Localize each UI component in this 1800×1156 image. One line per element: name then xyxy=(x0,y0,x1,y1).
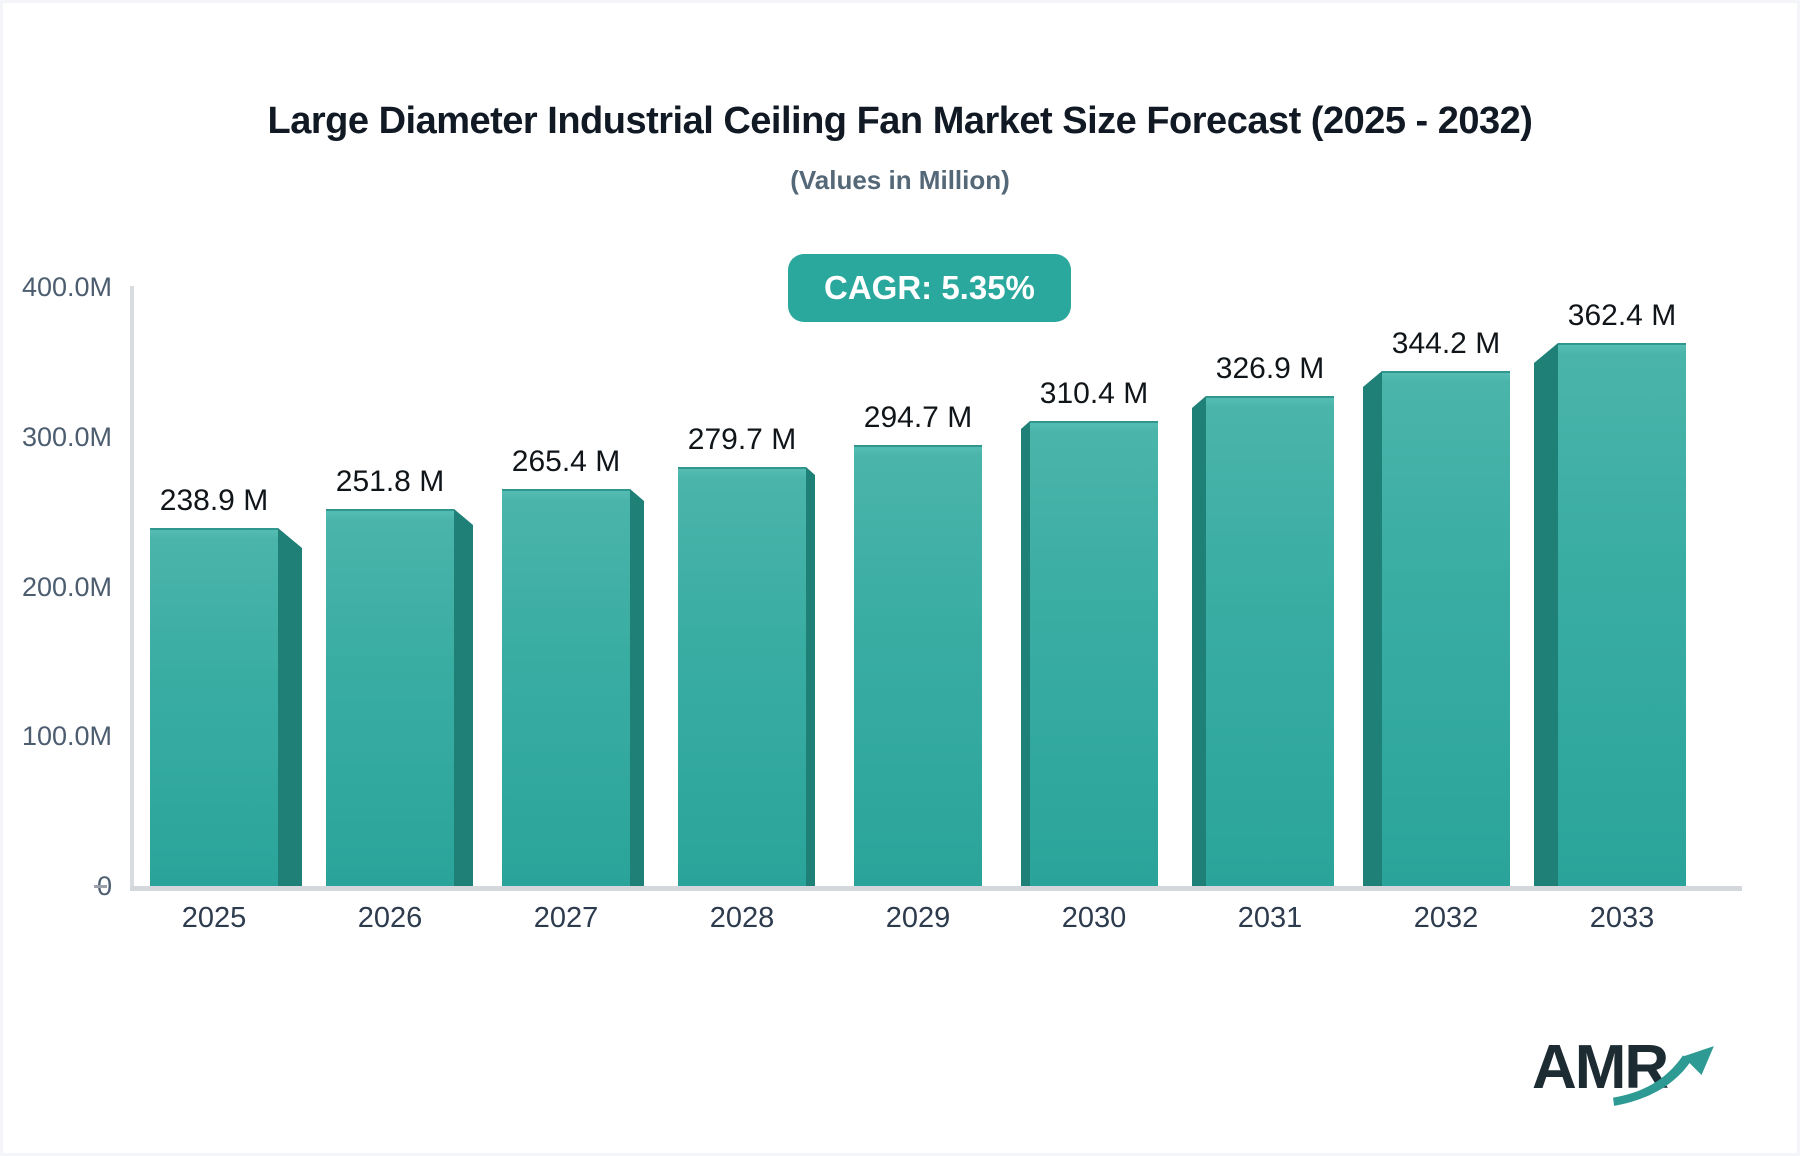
y-axis-line xyxy=(130,286,134,886)
bar-2027 xyxy=(502,489,630,886)
bar-2032 xyxy=(1382,371,1510,886)
cagr-badge: CAGR: 5.35% xyxy=(788,254,1071,322)
zero-tick-mark xyxy=(94,885,107,888)
bar-2030 xyxy=(1030,421,1158,886)
page-subtitle: (Values in Million) xyxy=(790,165,1010,195)
x-axis-label: 2026 xyxy=(357,902,423,934)
bar-2025 xyxy=(150,528,278,886)
bar-side-face xyxy=(1363,371,1382,886)
bar-2031 xyxy=(1206,396,1334,886)
x-axis-label: 2028 xyxy=(709,902,775,934)
y-tick-label: 200.0M xyxy=(21,571,112,602)
bar-value-label: 344.2 M xyxy=(1391,327,1501,360)
bar-value-label: 362.4 M xyxy=(1567,299,1677,332)
bar-2033 xyxy=(1558,343,1686,886)
bar-side-face xyxy=(278,528,302,886)
bar-2026 xyxy=(326,509,454,886)
x-axis-line xyxy=(130,886,1742,891)
bar-value-label: 310.4 M xyxy=(1039,377,1149,410)
bar-value-label: 265.4 M xyxy=(511,445,621,478)
bar-side-face xyxy=(630,489,644,886)
bar-side-face xyxy=(1192,396,1206,886)
y-tick-label: 300.0M xyxy=(21,421,112,452)
y-tick-label: 400.0M xyxy=(21,272,112,302)
bar-value-label: 279.7 M xyxy=(687,423,797,456)
x-axis-label: 2029 xyxy=(885,902,951,934)
x-axis-label: 2027 xyxy=(533,902,599,934)
amr-logo: AMR xyxy=(1532,1032,1714,1112)
x-axis-label: 2031 xyxy=(1237,902,1303,934)
bar-value-label: 326.9 M xyxy=(1215,352,1325,385)
bar-value-label: 238.9 M xyxy=(159,484,269,517)
bar-value-label: 294.7 M xyxy=(863,401,973,434)
x-axis-label: 2025 xyxy=(181,902,247,934)
x-axis-label: 2033 xyxy=(1589,902,1655,934)
x-axis-label: 2032 xyxy=(1413,902,1479,934)
page-title: Large Diameter Industrial Ceiling Fan Ma… xyxy=(267,100,1533,142)
bar-side-face xyxy=(1021,421,1030,886)
y-tick-label: 100.0M xyxy=(21,721,112,752)
bar-2029 xyxy=(854,445,982,886)
bar-2028 xyxy=(678,467,806,886)
bar-side-face xyxy=(454,509,473,886)
growth-arrow-icon xyxy=(1613,1046,1714,1106)
bar-value-label: 251.8 M xyxy=(335,465,445,498)
bar-side-face xyxy=(1534,343,1558,886)
bar-side-face xyxy=(806,467,815,886)
x-axis-label: 2030 xyxy=(1061,902,1127,934)
